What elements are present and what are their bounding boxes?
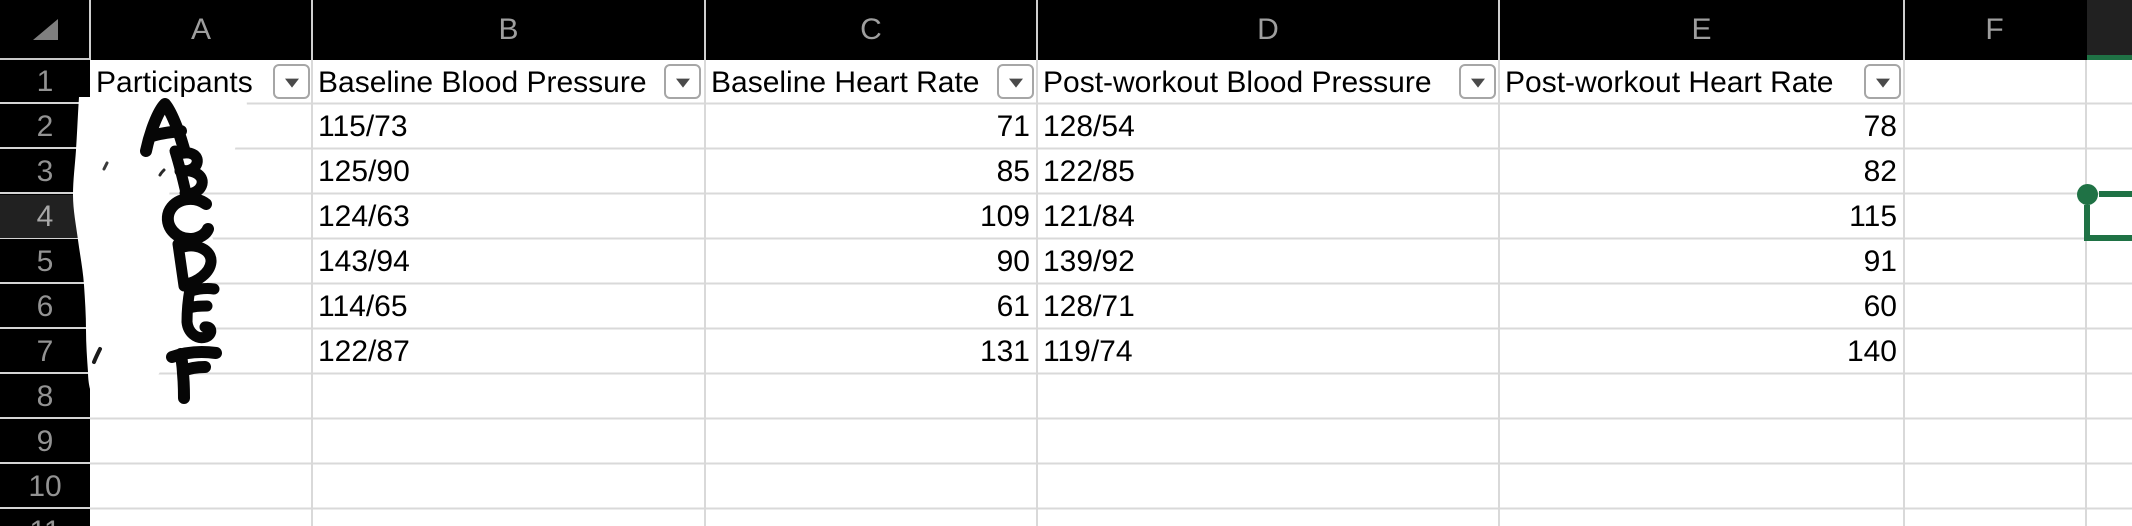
row-header-8[interactable]: 8 (36, 380, 54, 413)
divider (1903, 0, 1905, 60)
column-header-b[interactable]: B (498, 13, 519, 46)
divider (311, 0, 313, 60)
divider (1036, 0, 1038, 60)
cell-e4[interactable]: 115 (1849, 200, 1897, 233)
cell-d5[interactable]: 139/92 (1043, 245, 1135, 278)
filter-dropdown-button-d[interactable] (1459, 64, 1496, 99)
divider (0, 58, 90, 60)
gridline (1036, 60, 1038, 526)
cell-d6[interactable]: 128/71 (1043, 290, 1135, 323)
cell-b2[interactable]: 115/73 (318, 110, 408, 143)
selection-border-left (2084, 205, 2090, 241)
row-header-11[interactable]: 11 (0, 509, 90, 526)
row-header-5[interactable]: 5 (36, 245, 54, 278)
header-cell-post-bp[interactable]: Post-workout Blood Pressure (1043, 66, 1432, 99)
row-header-9[interactable]: 9 (36, 425, 54, 458)
cell-b6[interactable]: 114/65 (318, 290, 408, 323)
cell-e6[interactable]: 60 (1863, 290, 1897, 323)
cell-e7[interactable]: 140 (1846, 335, 1897, 368)
selection-border-top (2099, 191, 2132, 197)
selection-border-bottom (2084, 235, 2132, 241)
gridline (704, 60, 706, 526)
row-header-7[interactable]: 7 (36, 335, 54, 368)
header-cell-participants[interactable]: Participants (96, 66, 253, 99)
row-header-3[interactable]: 3 (36, 155, 54, 188)
column-header-d[interactable]: D (1257, 13, 1279, 46)
column-header-f[interactable]: F (1985, 13, 2004, 46)
cell-b5[interactable]: 143/94 (318, 245, 410, 278)
cell-b4[interactable]: 124/63 (318, 200, 410, 233)
cell-b7[interactable]: 122/87 (318, 335, 410, 368)
column-header-e[interactable]: E (1691, 13, 1712, 46)
cell-d3[interactable]: 122/85 (1043, 155, 1135, 188)
divider (89, 0, 91, 60)
filter-arrow-icon (1875, 78, 1890, 88)
cell-b3[interactable]: 125/90 (318, 155, 410, 188)
filter-dropdown-button-a[interactable] (273, 64, 310, 99)
filter-arrow-icon (1008, 78, 1023, 88)
select-all-triangle-icon (33, 19, 58, 40)
filter-dropdown-button-b[interactable] (664, 64, 701, 99)
cell-d7[interactable]: 119/74 (1043, 335, 1133, 368)
filter-arrow-icon (1470, 78, 1485, 88)
gridline (311, 60, 313, 526)
column-header-a[interactable]: A (190, 13, 211, 46)
header-cell-baseline-hr[interactable]: Baseline Heart Rate (711, 66, 980, 99)
row-header-column: 1 2 3 4 5 6 7 8 9 10 11 (0, 60, 90, 526)
column-header-g-selected[interactable] (2087, 0, 2132, 60)
cell-c3[interactable]: 85 (996, 155, 1030, 188)
gridline (1498, 60, 1500, 526)
cell-c7[interactable]: 131 (979, 335, 1030, 368)
gridline (2085, 60, 2087, 526)
filter-arrow-icon (284, 78, 299, 88)
filter-dropdown-button-e[interactable] (1864, 64, 1901, 99)
row-header-6[interactable]: 6 (36, 290, 54, 323)
cell-c6[interactable]: 61 (996, 290, 1030, 323)
column-header-bar: A B C D E F (0, 0, 2132, 60)
row-header-10[interactable]: 10 (28, 470, 62, 503)
row-header-4[interactable]: 4 (36, 200, 54, 233)
cell-d2[interactable]: 128/54 (1043, 110, 1135, 143)
selected-column-underline (2087, 55, 2132, 60)
selection-handle-dot[interactable] (2077, 184, 2098, 205)
column-header-c[interactable]: C (860, 13, 882, 46)
cell-d4[interactable]: 121/84 (1043, 200, 1135, 233)
cell-e5[interactable]: 91 (1863, 245, 1897, 278)
select-all-corner[interactable] (0, 0, 90, 60)
cell-e3[interactable]: 82 (1863, 155, 1897, 188)
filter-arrow-icon (675, 78, 690, 88)
divider (704, 0, 706, 60)
cell-e2[interactable]: 78 (1863, 110, 1897, 143)
header-cell-baseline-bp[interactable]: Baseline Blood Pressure (318, 66, 647, 99)
filter-dropdown-button-c[interactable] (997, 64, 1034, 99)
sheet-grid (90, 60, 2132, 526)
header-cell-post-hr[interactable]: Post-workout Heart Rate (1505, 66, 1834, 99)
cell-c5[interactable]: 90 (996, 245, 1030, 278)
gridline (1903, 60, 1905, 526)
cell-c2[interactable]: 71 (996, 110, 1030, 143)
cell-c4[interactable]: 109 (979, 200, 1030, 233)
divider (1498, 0, 1500, 60)
row-header-1[interactable]: 1 (36, 65, 54, 98)
row-header-2[interactable]: 2 (36, 110, 54, 143)
